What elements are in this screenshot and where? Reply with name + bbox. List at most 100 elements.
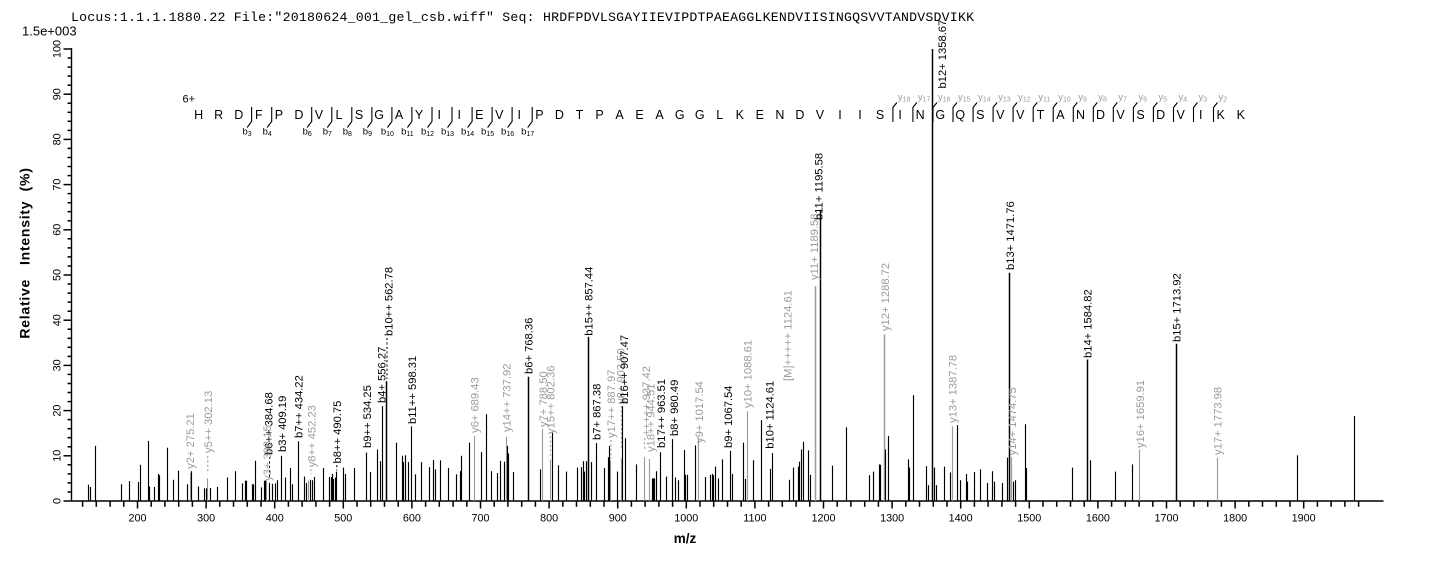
svg-text:b13+ 1471.76: b13+ 1471.76 [1005,201,1017,270]
svg-text:b8: b8 [343,127,352,139]
svg-text:I: I [898,108,901,122]
svg-text:800: 800 [540,513,558,525]
svg-text:1000: 1000 [674,513,698,525]
svg-text:y17+ 1773.98: y17+ 1773.98 [1213,387,1225,455]
svg-text:b11+ 1195.58: b11+ 1195.58 [814,153,826,220]
svg-text:V: V [1016,108,1025,122]
svg-text:y17++ 887.97: y17++ 887.97 [606,370,618,438]
svg-text:D: D [234,108,243,122]
svg-text:y11: y11 [1038,92,1050,104]
svg-text:Y: Y [415,108,424,122]
svg-text:V: V [1177,108,1186,122]
svg-text:A: A [615,108,624,122]
svg-text:b7+ 867.38: b7+ 867.38 [591,384,603,440]
svg-text:b11++ 598.31: b11++ 598.31 [407,356,419,424]
svg-text:y4: y4 [1179,92,1188,104]
svg-text:b16++ 907.47: b16++ 907.47 [619,335,631,404]
svg-text:80: 80 [52,133,64,145]
svg-text:b11: b11 [401,127,414,139]
svg-text:500: 500 [334,513,352,525]
svg-text:E: E [756,108,764,122]
svg-text:L: L [336,108,343,122]
svg-text:S: S [876,108,884,122]
svg-text:200: 200 [128,513,146,525]
svg-text:1500: 1500 [1017,513,1041,525]
svg-text:G: G [935,108,945,122]
svg-text:S: S [1136,108,1144,122]
svg-text:A: A [395,108,404,122]
svg-text:b3: b3 [242,127,251,139]
svg-text:b10+ 1124.61: b10+ 1124.61 [765,381,777,449]
svg-text:40: 40 [52,314,64,326]
svg-text:700: 700 [471,513,489,525]
svg-text:b9: b9 [363,127,372,139]
svg-text:E: E [635,108,643,122]
svg-text:Q: Q [955,108,965,122]
svg-text:y17: y17 [918,92,931,104]
svg-text:30: 30 [52,359,64,371]
svg-text:y12: y12 [1018,92,1031,104]
svg-text:y2+ 275.21: y2+ 275.21 [185,413,197,469]
svg-text:y14+ 1474.75: y14+ 1474.75 [1007,387,1019,455]
svg-text:y9+ 1017.54: y9+ 1017.54 [694,381,706,443]
svg-text:A: A [655,108,664,122]
svg-text:400: 400 [266,513,284,525]
svg-text:V: V [315,108,324,122]
svg-text:y18: y18 [898,92,911,104]
svg-text:b9++ 534.25: b9++ 534.25 [362,385,374,448]
svg-text:y15: y15 [958,92,971,104]
svg-text:y6: y6 [1138,92,1147,104]
svg-text:T: T [1037,108,1045,122]
svg-text:+++++ 937.42: +++++ 937.42 [641,366,653,436]
svg-text:y12+ 1288.72: y12+ 1288.72 [880,263,892,331]
svg-text:H: H [194,108,203,122]
svg-text:b17++ 963.51: b17++ 963.51 [656,379,668,448]
svg-text:y11+ 1189.58: y11+ 1189.58 [809,214,821,280]
svg-text:b12: b12 [421,127,434,139]
svg-text:1700: 1700 [1154,513,1178,525]
svg-text:y7+ 788.50: y7+ 788.50 [538,371,550,427]
svg-text:b6+ 768.36: b6+ 768.36 [523,318,535,374]
svg-text:b8+ 980.49: b8+ 980.49 [669,380,681,436]
svg-text:1400: 1400 [949,513,973,525]
svg-text:y2: y2 [1219,92,1228,104]
svg-text:b14: b14 [461,127,474,139]
svg-text:y13: y13 [998,92,1011,104]
svg-text:50: 50 [52,269,64,281]
svg-text:1900: 1900 [1292,513,1316,525]
svg-text:b15: b15 [481,127,494,139]
svg-text:P: P [535,108,543,122]
svg-text:E: E [475,108,483,122]
svg-text:F: F [255,108,263,122]
svg-text:60: 60 [52,224,64,236]
svg-text:Locus:1.1.1.1880.22 File:"2018: Locus:1.1.1.1880.22 File:"20180624_001_g… [71,10,974,25]
svg-text:b14+ 1584.82: b14+ 1584.82 [1083,289,1095,358]
svg-text:L: L [716,108,723,122]
svg-text:y5: y5 [1158,92,1167,104]
svg-text:y16+ 1659.91: y16+ 1659.91 [1135,380,1147,448]
svg-text:D: D [795,108,804,122]
svg-text:[M]+++++ 1124.61: [M]+++++ 1124.61 [783,290,795,381]
svg-text:P: P [275,108,283,122]
svg-text:D: D [1096,108,1105,122]
svg-text:y9: y9 [1078,92,1087,104]
svg-text:y7: y7 [1118,92,1127,104]
svg-text:V: V [996,108,1005,122]
svg-text:K: K [1237,108,1246,122]
svg-text:D: D [1156,108,1165,122]
svg-text:P: P [595,108,603,122]
svg-text:V: V [495,108,504,122]
svg-text:y8++ 452.23: y8++ 452.23 [307,405,319,467]
svg-text:b17: b17 [521,127,534,139]
svg-text:b7++ 434.22: b7++ 434.22 [294,375,306,438]
svg-text:70: 70 [52,179,64,191]
svg-text:m/z: m/z [674,531,697,546]
svg-text:1600: 1600 [1086,513,1110,525]
svg-text:y14: y14 [978,92,991,104]
svg-text:V: V [816,108,825,122]
svg-text:y18++ 944.51: y18++ 944.51 [645,384,657,452]
svg-text:b10++ 562.78: b10++ 562.78 [384,267,396,336]
svg-text:b6++ 384.68: b6++ 384.68 [264,392,276,455]
svg-text:y3: y3 [1199,92,1208,104]
svg-text:b9+ 1067.54: b9+ 1067.54 [723,385,735,448]
